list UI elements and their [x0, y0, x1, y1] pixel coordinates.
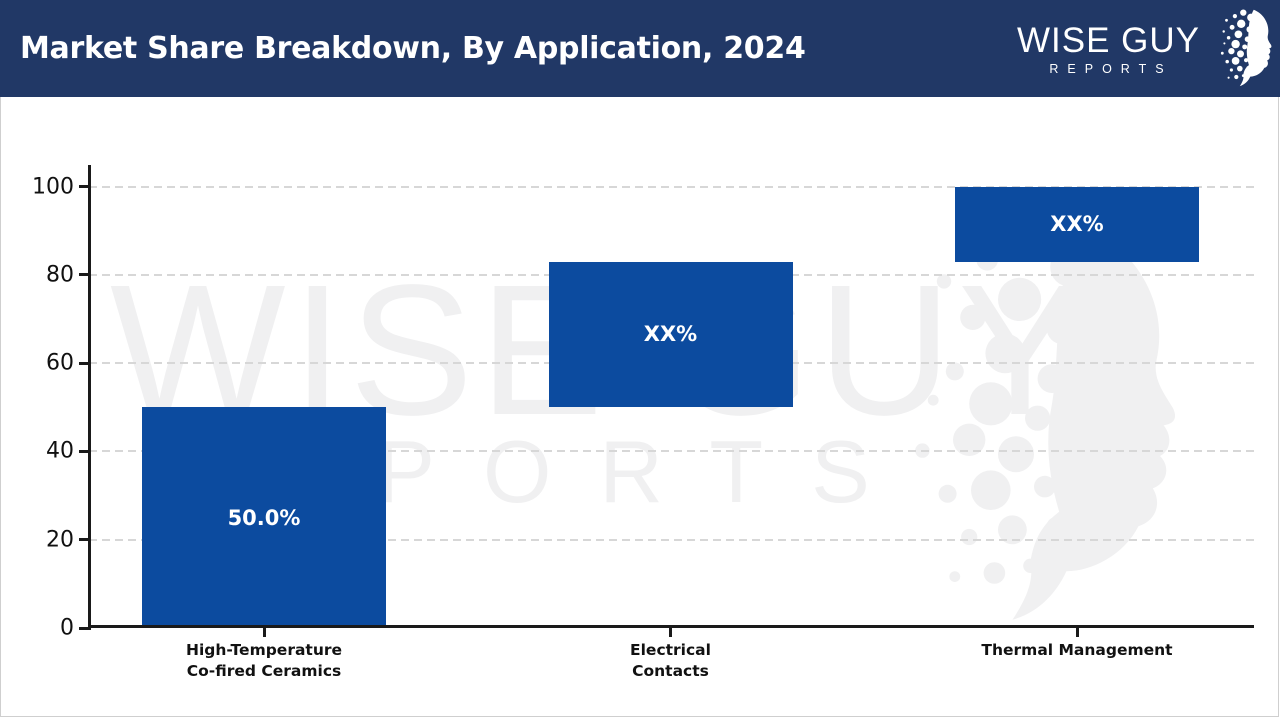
x-axis-line [88, 625, 1254, 628]
bar-value-label: XX% [1050, 212, 1104, 237]
wiseguy-logo: WISE GUY REPORTS [1017, 5, 1272, 93]
gridline-100 [89, 185, 1256, 188]
y-tick-label-100: 100 [32, 174, 74, 199]
y-tick-label-80: 80 [46, 262, 74, 288]
x-category-label-line: Electrical [630, 641, 711, 659]
page-title: Market Share Breakdown, By Application, … [20, 31, 806, 66]
bar-value-label: XX% [643, 322, 698, 347]
logo-text: WISE GUY REPORTS [1017, 23, 1200, 76]
bar-segment: XX% [548, 261, 793, 408]
y-tick-mark-20 [79, 538, 88, 542]
x-category-label-line: Thermal Management [981, 641, 1173, 659]
logo-face-icon [1220, 9, 1272, 87]
y-tick-label-40: 40 [46, 438, 74, 464]
x-category-label-line: Co-fired Ceramics [186, 662, 342, 680]
x-tick-mark [262, 628, 266, 637]
y-tick-label-20: 20 [46, 527, 74, 553]
bar-value-label: 50.0% [227, 505, 301, 530]
y-tick-mark-60 [79, 361, 88, 365]
x-category-label: Electrical Contacts [511, 640, 831, 682]
bar-segment: XX% [955, 186, 1199, 262]
y-axis-spine [88, 165, 91, 630]
x-tick-mark [1075, 628, 1079, 637]
watermark-face-icon [915, 225, 1176, 620]
logo-subtitle: REPORTS [1049, 61, 1173, 76]
x-category-label: High-Temperature Co-fired Ceramics [104, 640, 424, 682]
logo-wordmark: WISE GUY [1016, 20, 1200, 60]
y-tick-label-0: 0 [60, 615, 74, 641]
y-tick-mark-100 [79, 185, 88, 188]
x-category-label: Thermal Management [917, 640, 1237, 661]
y-tick-mark-0 [79, 626, 88, 630]
gridline-20 [89, 538, 1256, 541]
gridline-40 [89, 450, 1256, 453]
bar-segment: 50.0% [142, 407, 386, 628]
y-tick-mark-80 [79, 273, 88, 277]
y-tick-label-60: 60 [46, 350, 74, 376]
x-category-label-line: High-Temperature [185, 641, 343, 659]
x-category-label-line: Contacts [632, 662, 709, 680]
x-tick-mark [669, 628, 672, 637]
y-tick-mark-40 [79, 449, 88, 453]
header-bar: Market Share Breakdown, By Application, … [0, 0, 1280, 97]
